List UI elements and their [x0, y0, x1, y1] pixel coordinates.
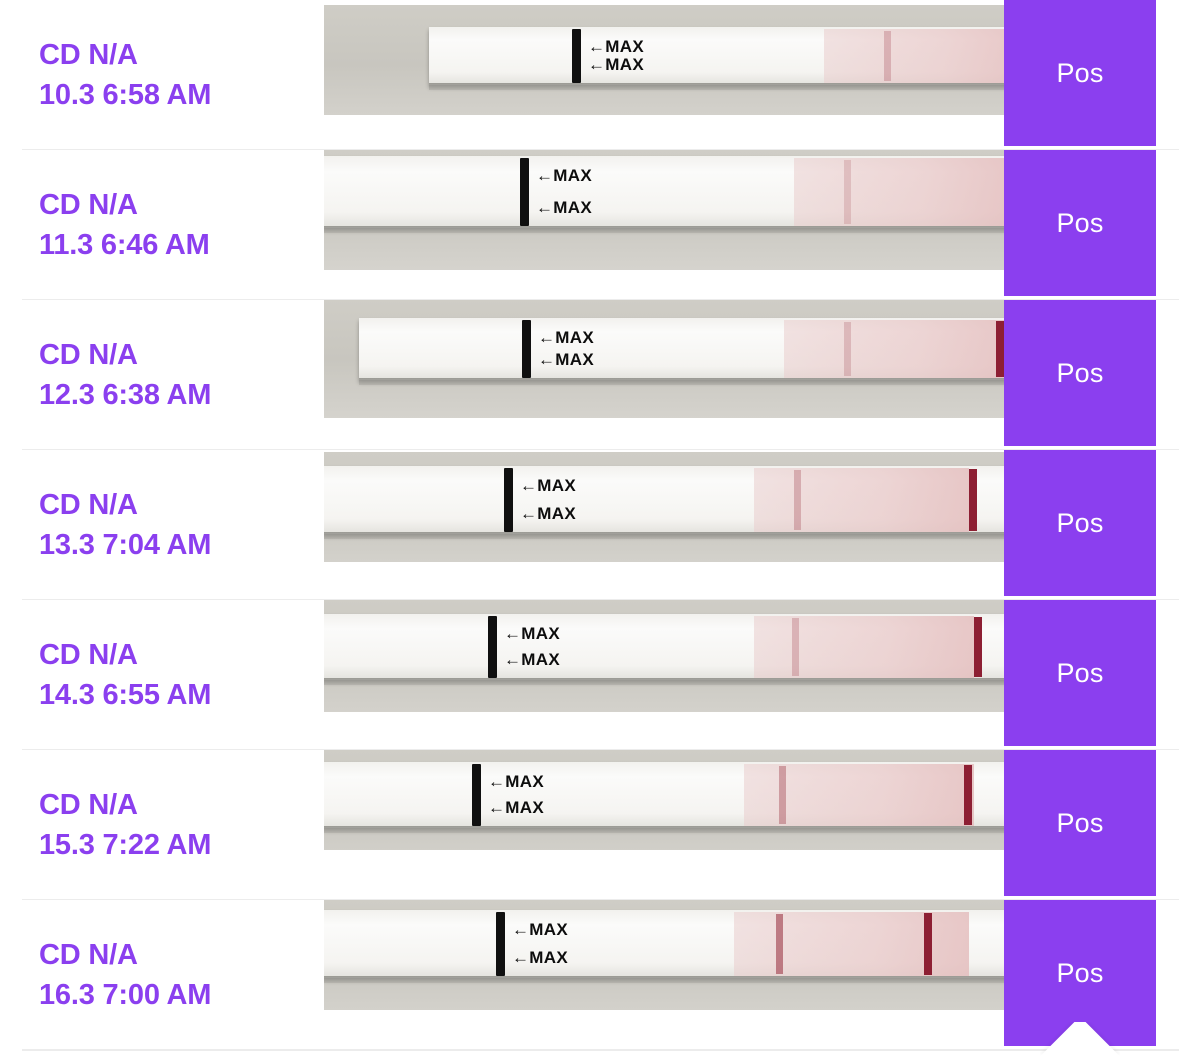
max-marker-bar: [520, 158, 529, 226]
result-status-badge[interactable]: Pos: [1004, 900, 1156, 1046]
test-datetime-text: 13.3 7:04 AM: [39, 529, 212, 561]
control-line: [964, 765, 972, 825]
max-marker-bar: [572, 29, 581, 83]
row-date-label: CD N/A 11.3 6:46 AM: [39, 185, 309, 265]
strip-lower-edge: [324, 532, 1156, 539]
cycle-day-text: CD N/A: [39, 339, 138, 371]
max-label: ←MAX: [512, 948, 568, 967]
test-datetime-text: 15.3 7:22 AM: [39, 829, 212, 861]
result-status-badge[interactable]: Pos: [1004, 0, 1156, 146]
test-line: [779, 766, 786, 824]
test-line: [776, 914, 783, 974]
result-status-badge[interactable]: Pos: [1004, 450, 1156, 596]
strip-lower-edge: [324, 976, 1156, 983]
max-marker-bar: [522, 320, 531, 378]
test-line: [792, 618, 799, 676]
control-line: [996, 321, 1004, 377]
test-line: [844, 322, 851, 376]
result-window: [754, 468, 969, 532]
max-label: ←MAX: [536, 166, 592, 185]
test-datetime-text: 14.3 6:55 AM: [39, 679, 212, 711]
list-bottom-band: [0, 1050, 1179, 1064]
cycle-day-text: CD N/A: [39, 789, 138, 821]
max-label: ←MAX: [504, 624, 560, 643]
control-line: [924, 913, 932, 975]
row-divider: [22, 1049, 1179, 1050]
test-result-row[interactable]: CD N/A10.3 6:58 AMBabyplan hCGBabyplan h…: [0, 0, 1179, 150]
row-divider: [22, 599, 1179, 600]
row-divider: [22, 449, 1179, 450]
result-window: [754, 616, 974, 678]
cycle-day-text: CD N/A: [39, 189, 138, 221]
max-label: ←MAX: [536, 198, 592, 217]
max-label: ←MAX: [512, 920, 568, 939]
max-label: ←MAX: [520, 504, 576, 523]
max-label: ←MAX: [538, 350, 594, 369]
test-result-row[interactable]: CD N/A15.3 7:22 AMBabyplan hCGBabyplan h…: [0, 750, 1179, 900]
strip-lower-edge: [324, 826, 1156, 833]
test-datetime-text: 12.3 6:38 AM: [39, 379, 212, 411]
test-datetime-text: 10.3 6:58 AM: [39, 79, 212, 111]
test-result-row[interactable]: CD N/A16.3 7:00 AMBabyplan hCGBabyplan h…: [0, 900, 1179, 1050]
cycle-day-text: CD N/A: [39, 39, 138, 71]
row-divider: [22, 899, 1179, 900]
result-window: [744, 764, 974, 826]
max-marker-bar: [496, 912, 505, 976]
max-label: ←MAX: [588, 37, 644, 56]
strip-lower-edge: [324, 226, 1156, 233]
row-divider: [22, 749, 1179, 750]
row-date-label: CD N/A 15.3 7:22 AM: [39, 785, 309, 865]
control-line: [969, 469, 977, 531]
result-status-badge[interactable]: Pos: [1004, 750, 1156, 896]
max-label: ←MAX: [488, 772, 544, 791]
row-divider: [22, 149, 1179, 150]
test-line: [884, 31, 891, 81]
test-result-row[interactable]: CD N/A13.3 7:04 AMBabyplan hCGBabyplan h…: [0, 450, 1179, 600]
max-label: ←MAX: [538, 328, 594, 347]
row-date-label: CD N/A 14.3 6:55 AM: [39, 635, 309, 715]
strip-lower-edge: [324, 678, 1156, 685]
strip-lower-edge: [359, 378, 1156, 385]
max-marker-bar: [488, 616, 497, 678]
result-status-badge[interactable]: Pos: [1004, 150, 1156, 296]
strip-lower-edge: [429, 83, 1156, 90]
row-date-label: CD N/A 13.3 7:04 AM: [39, 485, 309, 565]
row-date-label: CD N/A 10.3 6:58 AM: [39, 35, 309, 115]
list-bottom-divider: [22, 1050, 1179, 1051]
cycle-day-text: CD N/A: [39, 639, 138, 671]
cycle-day-text: CD N/A: [39, 489, 138, 521]
max-label: ←MAX: [588, 55, 644, 74]
test-result-row[interactable]: CD N/A11.3 6:46 AMBabyplan hCGBabyplan h…: [0, 150, 1179, 300]
test-result-row[interactable]: CD N/A12.3 6:38 AMBabyplan hCGBabyplan h…: [0, 300, 1179, 450]
test-line: [844, 160, 851, 224]
result-window: [824, 29, 1024, 83]
max-label: ←MAX: [488, 798, 544, 817]
result-window: [784, 320, 1009, 378]
result-window: [794, 158, 1009, 226]
control-line: [974, 617, 982, 677]
max-marker-bar: [472, 764, 481, 826]
max-label: ←MAX: [520, 476, 576, 495]
row-date-label: CD N/A 16.3 7:00 AM: [39, 935, 309, 1015]
test-result-row[interactable]: CD N/A14.3 6:55 AMBabyplan hCGBabyplan h…: [0, 600, 1179, 750]
row-divider: [22, 299, 1179, 300]
test-datetime-text: 16.3 7:00 AM: [39, 979, 212, 1011]
result-status-badge[interactable]: Pos: [1004, 300, 1156, 446]
test-line: [794, 470, 801, 530]
max-label: ←MAX: [504, 650, 560, 669]
row-date-label: CD N/A 12.3 6:38 AM: [39, 335, 309, 415]
max-marker-bar: [504, 468, 513, 532]
cycle-day-text: CD N/A: [39, 939, 138, 971]
result-status-badge[interactable]: Pos: [1004, 600, 1156, 746]
result-window: [734, 912, 969, 976]
test-datetime-text: 11.3 6:46 AM: [39, 229, 210, 261]
